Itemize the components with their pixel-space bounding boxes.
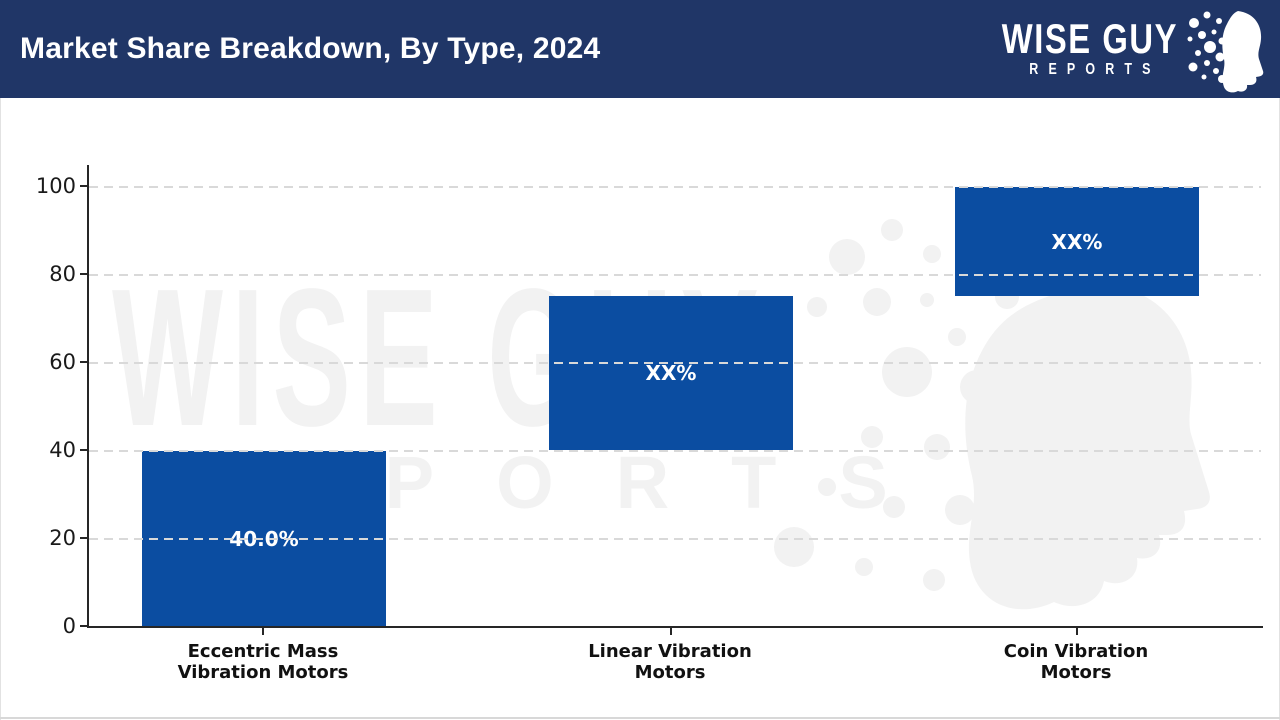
x-tick <box>670 628 672 635</box>
bar-value-label: XX% <box>1051 229 1103 254</box>
y-tick-label: 100 <box>35 174 76 198</box>
category-line2: Vibration Motors <box>177 662 349 683</box>
category-line1: Eccentric Mass <box>187 641 339 662</box>
category-label-eccentric-mass: Eccentric Mass Vibration Motors <box>103 641 423 683</box>
page-title: Market Share Breakdown, By Type, 2024 <box>20 32 601 65</box>
y-tick-label: 0 <box>62 614 76 638</box>
logo-wordmark: WISE GUY <box>1001 15 1178 62</box>
wiseguy-logo: WISE GUY REPORTS <box>952 5 1280 93</box>
category-line2: Motors <box>634 662 706 683</box>
category-line1: Coin Vibration <box>1003 641 1149 662</box>
category-label-coin-vibration: Coin Vibration Motors <box>916 641 1236 683</box>
category-line2: Motors <box>1040 662 1112 683</box>
header-bar: Market Share Breakdown, By Type, 2024 WI… <box>0 0 1280 98</box>
y-tick-label: 40 <box>49 438 76 462</box>
x-tick <box>262 628 264 635</box>
footer-divider <box>0 717 1280 719</box>
logo-subtitle: REPORTS <box>1029 61 1161 78</box>
bar-value-label: XX% <box>645 361 697 385</box>
gridline-80 <box>89 274 1261 276</box>
y-axis-line <box>87 165 89 628</box>
category-line1: Linear Vibration <box>588 641 752 662</box>
y-tick <box>80 537 87 539</box>
bar-coin-vibration: XX% <box>955 187 1199 296</box>
y-tick <box>80 449 87 451</box>
gridline-60 <box>89 362 1261 364</box>
y-tick <box>80 273 87 275</box>
x-tick <box>1076 628 1078 635</box>
y-tick-label: 20 <box>49 526 76 550</box>
y-tick-label: 80 <box>49 262 76 286</box>
category-label-linear-vibration: Linear Vibration Motors <box>510 641 830 683</box>
logo-text: WISE GUY REPORTS <box>1001 15 1178 79</box>
y-tick-label: 60 <box>49 350 76 374</box>
x-axis-line <box>87 626 1263 628</box>
gridline-20 <box>89 538 1261 540</box>
y-tick <box>80 185 87 187</box>
y-tick <box>80 625 87 627</box>
y-tick <box>80 361 87 363</box>
gridline-100 <box>89 186 1261 188</box>
gridline-40 <box>89 450 1261 452</box>
bar-linear-vibration: XX% <box>549 296 793 450</box>
logo-face-icon <box>1187 11 1264 93</box>
